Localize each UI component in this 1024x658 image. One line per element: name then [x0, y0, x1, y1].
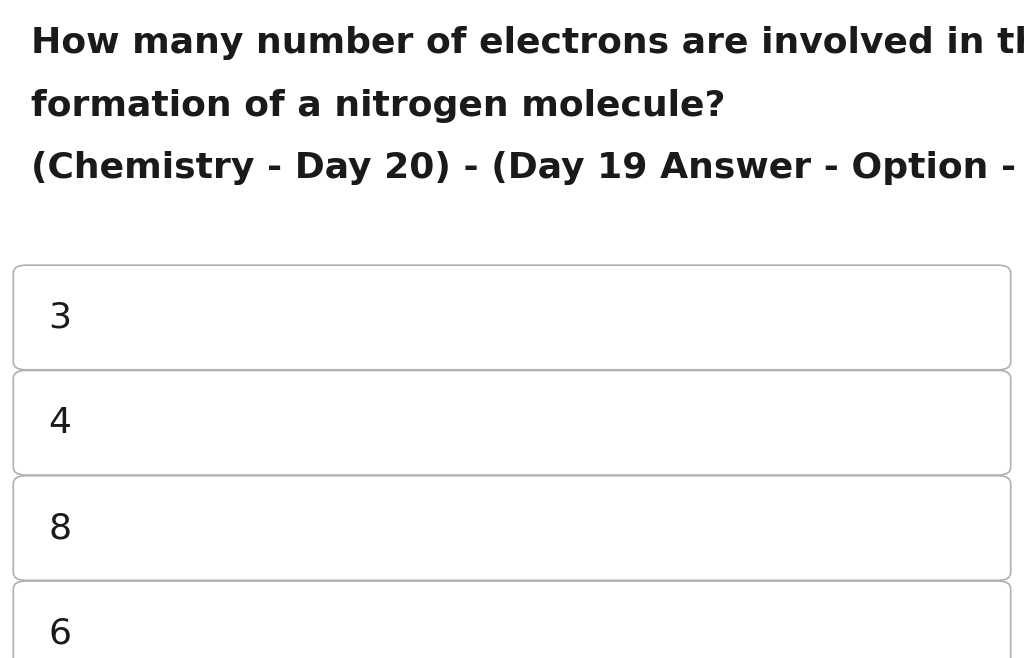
Text: formation of a nitrogen molecule?: formation of a nitrogen molecule?: [31, 89, 725, 123]
Text: (Chemistry - Day 20) - (Day 19 Answer - Option - 2): (Chemistry - Day 20) - (Day 19 Answer - …: [31, 151, 1024, 186]
Text: 8: 8: [48, 511, 72, 545]
FancyBboxPatch shape: [13, 370, 1011, 475]
Text: 4: 4: [48, 406, 71, 440]
Text: 6: 6: [48, 617, 71, 650]
FancyBboxPatch shape: [13, 265, 1011, 370]
FancyBboxPatch shape: [13, 476, 1011, 580]
Text: How many number of electrons are involved in the: How many number of electrons are involve…: [31, 26, 1024, 61]
FancyBboxPatch shape: [13, 581, 1011, 658]
Text: 3: 3: [48, 301, 71, 334]
